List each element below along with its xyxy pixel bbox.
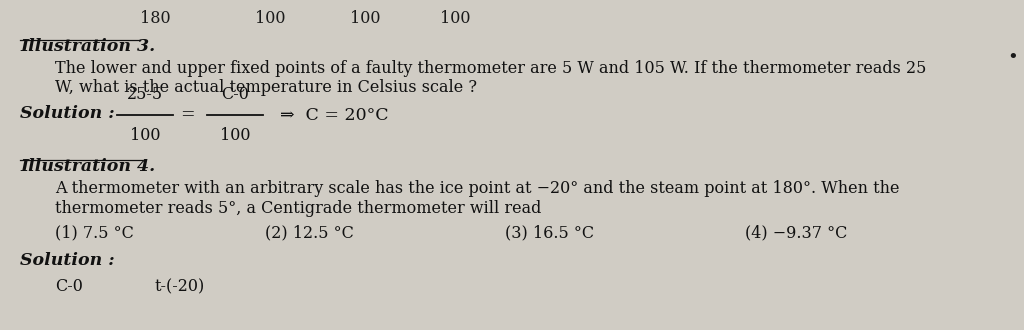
Text: thermometer reads 5°, a Centigrade thermometer will read: thermometer reads 5°, a Centigrade therm…: [55, 200, 542, 217]
Text: 180: 180: [139, 10, 170, 27]
Text: 100: 100: [350, 10, 380, 27]
Text: (4) −9.37 °C: (4) −9.37 °C: [745, 224, 848, 241]
Text: 100: 100: [220, 127, 250, 144]
Text: The lower and upper fixed points of a faulty thermometer are 5 W and 105 W. If t: The lower and upper fixed points of a fa…: [55, 60, 927, 77]
Text: Illustration 3.: Illustration 3.: [20, 38, 155, 55]
Text: 100: 100: [255, 10, 286, 27]
Text: 100: 100: [130, 127, 160, 144]
Text: C-0: C-0: [221, 86, 249, 103]
Text: t-(-20): t-(-20): [155, 278, 205, 295]
Text: A thermometer with an arbitrary scale has the ice point at −20° and the steam po: A thermometer with an arbitrary scale ha…: [55, 180, 899, 197]
Text: Illustration 4.: Illustration 4.: [20, 158, 155, 175]
Text: Solution :: Solution :: [20, 252, 115, 269]
Text: (2) 12.5 °C: (2) 12.5 °C: [265, 224, 354, 241]
Text: W, what is the actual temperature in Celsius scale ?: W, what is the actual temperature in Cel…: [55, 79, 477, 96]
Text: =: =: [179, 107, 195, 123]
Text: •: •: [1008, 48, 1019, 66]
Text: Solution :: Solution :: [20, 105, 115, 122]
Text: ⇒  C = 20°C: ⇒ C = 20°C: [280, 107, 389, 123]
Text: 25-5: 25-5: [127, 86, 163, 103]
Text: (1) 7.5 °C: (1) 7.5 °C: [55, 224, 134, 241]
Text: C-0: C-0: [55, 278, 83, 295]
Text: 100: 100: [439, 10, 470, 27]
Text: (3) 16.5 °C: (3) 16.5 °C: [505, 224, 594, 241]
